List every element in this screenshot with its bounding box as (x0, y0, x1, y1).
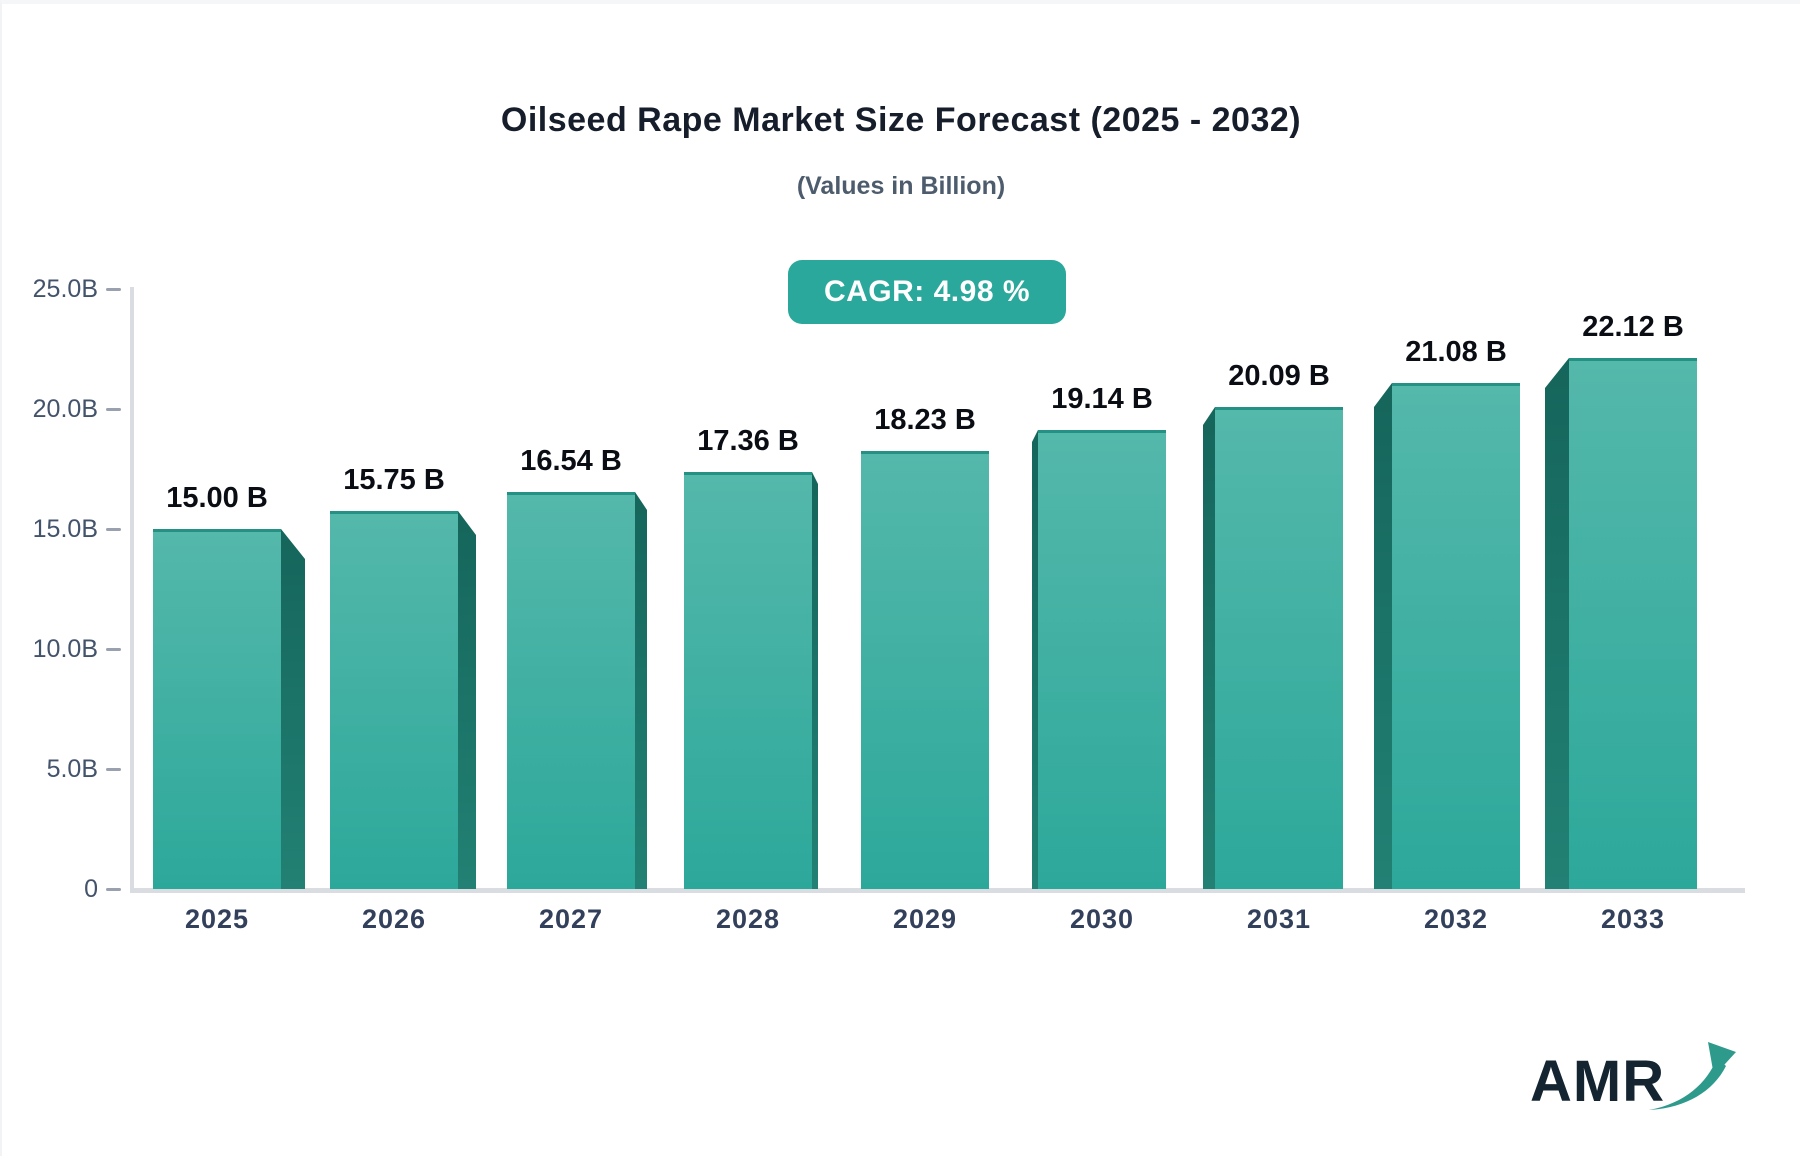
bar-3d-side-2033 (1545, 358, 1569, 889)
bar-value-label: 21.08 B (1405, 336, 1507, 368)
bar-2029[interactable] (861, 451, 989, 889)
cagr-badge-label: CAGR: 4.98 % (823, 275, 1031, 308)
y-axis-tick-mark (106, 528, 121, 531)
chart-subtitle: (Values in Billion) (796, 172, 1006, 200)
amr-logo: AMR (1530, 1034, 1760, 1129)
growth-arrow-icon (1649, 1041, 1737, 1110)
y-axis-tick-mark (106, 888, 121, 891)
x-axis-tick-label: 2032 (1423, 904, 1489, 934)
bar-3d-side-2026 (458, 511, 476, 889)
bar-2032[interactable] (1392, 383, 1520, 889)
bar-value-label: 17.36 B (697, 425, 799, 457)
bar-3d-side-2025 (281, 529, 305, 889)
bar-2025[interactable] (153, 529, 281, 889)
x-axis-tick-label: 2031 (1246, 904, 1312, 934)
y-axis-tick-label: 25.0B (32, 275, 98, 303)
x-axis-tick-label: 2033 (1600, 904, 1666, 934)
y-axis-tick-label: 5.0B (46, 755, 98, 783)
cagr-badge: CAGR: 4.98 % (788, 260, 1066, 324)
bar-value-label: 15.00 B (166, 482, 268, 514)
bar-value-label: 16.54 B (520, 445, 622, 477)
bar-3d-side-2027 (635, 492, 647, 889)
x-axis-tick-label: 2027 (538, 904, 604, 934)
y-axis-tick-mark (106, 408, 121, 411)
x-axis-tick-label: 2025 (184, 904, 250, 934)
bar-chart-plot-area: 0 5.0B 10.0B 15.0B 20.0B 25.0B 15.00 B 2025 15.7… (2, 4, 1800, 1156)
bar-3d-side-2028 (812, 472, 818, 889)
x-axis-tick-label: 2030 (1069, 904, 1135, 934)
bar-2030[interactable] (1038, 430, 1166, 889)
y-axis-tick-label: 10.0B (32, 635, 98, 663)
bar-2026[interactable] (330, 511, 458, 889)
x-axis-line (130, 888, 1745, 893)
bar-3d-side-2031 (1203, 407, 1215, 889)
amr-logo-text: AMR (1530, 1048, 1666, 1114)
bar-value-label: 18.23 B (874, 404, 976, 436)
y-axis-tick-label: 0 (84, 875, 98, 903)
y-axis-tick-mark (106, 288, 121, 291)
bar-2033[interactable] (1569, 358, 1697, 889)
bar-value-label: 19.14 B (1051, 383, 1153, 415)
bar-value-label: 20.09 B (1228, 360, 1330, 392)
bar-3d-side-2030 (1032, 430, 1038, 889)
bar-2031[interactable] (1215, 407, 1343, 889)
x-axis-tick-label: 2028 (715, 904, 781, 934)
y-axis-tick-mark (106, 648, 121, 651)
bar-3d-side-2032 (1374, 383, 1392, 889)
y-axis-line (130, 287, 134, 893)
x-axis-tick-label: 2026 (361, 904, 427, 934)
y-axis-tick-label: 20.0B (32, 395, 98, 423)
bar-value-label: 22.12 B (1582, 311, 1684, 343)
x-axis-tick-label: 2029 (892, 904, 958, 934)
bar-2028[interactable] (684, 472, 812, 889)
bar-2027[interactable] (507, 492, 635, 889)
chart-title: Oilseed Rape Market Size Forecast (2025 … (500, 101, 1302, 139)
bar-value-label: 15.75 B (343, 464, 445, 496)
y-axis-tick-mark (106, 768, 121, 771)
y-axis-tick-label: 15.0B (32, 515, 98, 543)
